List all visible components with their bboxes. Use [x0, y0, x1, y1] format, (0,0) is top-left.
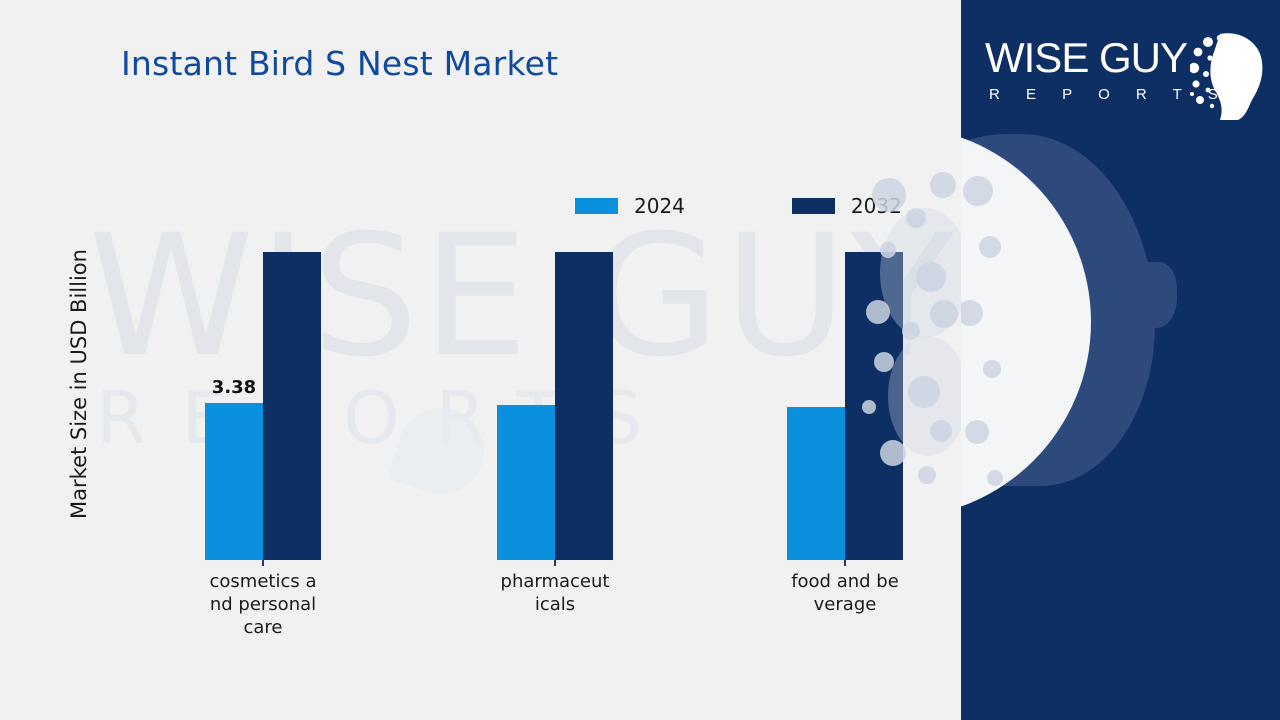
bar-group-cosmetics-and-personal-care: 3.38 cosmetics and personal care: [205, 140, 321, 638]
x-axis-category-label: food and beverage: [791, 571, 899, 615]
bar-2032-pharmaceuticals[interactable]: [555, 252, 613, 560]
legend-label-2024: 2024: [634, 194, 685, 218]
decor-bubble: [880, 242, 896, 258]
decor-bubble: [979, 236, 1001, 258]
decor-bubble: [987, 470, 1003, 486]
plot-area: 3.38 cosmetics and personal care pharmac…: [96, 140, 926, 638]
decor-bubble: [862, 400, 876, 414]
head-profile-svg: [1188, 33, 1263, 120]
x-axis-tick: [262, 560, 264, 566]
decor-bubble: [908, 376, 940, 408]
wiseguy-logo: WISE GUY R E P O R T S: [985, 33, 1265, 120]
x-axis-tick: [554, 560, 556, 566]
decor-bubble: [874, 352, 894, 372]
logo-head-icon: [1188, 28, 1266, 124]
bar-2024-food-and-beverage[interactable]: [787, 407, 845, 560]
decor-bubble: [866, 300, 890, 324]
logo-wordmark: WISE GUY: [985, 34, 1188, 81]
decor-bubble: [965, 420, 989, 444]
legend-item-2024[interactable]: 2024: [575, 196, 685, 216]
decor-bubble: [906, 208, 926, 228]
decor-brain-shape: [880, 208, 961, 338]
bar-2032-cosmetics-and-personal-care[interactable]: [263, 252, 321, 560]
y-axis-label: Market Size in USD Billion: [67, 249, 91, 519]
bar-2024-cosmetics-and-personal-care[interactable]: 3.38: [205, 377, 263, 560]
bar-value-label: 3.38: [211, 377, 257, 398]
page-title: Instant Bird S Nest Market: [121, 44, 559, 83]
bar-2024-pharmaceuticals[interactable]: [497, 405, 555, 560]
watermark-wise-guy: WISE GUY: [88, 198, 958, 394]
decor-bubble: [983, 360, 1001, 378]
decor-bubble: [930, 420, 952, 442]
decor-bubble: [930, 172, 956, 198]
logo-tagline: R E P O R T S: [989, 86, 1229, 103]
decor-bubble: [963, 176, 993, 206]
decor-brain-shape: [888, 336, 961, 456]
decor-bubble: [918, 466, 936, 484]
decor-bubble: [902, 322, 920, 340]
bar-group-pharmaceuticals: pharmaceuticals: [497, 140, 613, 615]
x-axis-category-label: pharmaceuticals: [500, 571, 610, 615]
decor-bubble: [872, 178, 906, 212]
decor-bubble: [880, 440, 906, 466]
legend-swatch-2024: [575, 198, 618, 214]
chart-canvas: WISE GUY REPORTS Instant Bird S Nest Mar…: [67, 44, 961, 638]
decor-bubble: [930, 300, 958, 328]
decor-bubble: [916, 262, 946, 292]
bar-group-food-and-beverage: food and beverage: [787, 140, 903, 615]
x-axis-category-label: cosmetics and personal care: [209, 571, 317, 638]
x-axis-tick: [844, 560, 846, 566]
legend-swatch-2032: [791, 198, 835, 214]
decor-bubble: [961, 300, 983, 326]
